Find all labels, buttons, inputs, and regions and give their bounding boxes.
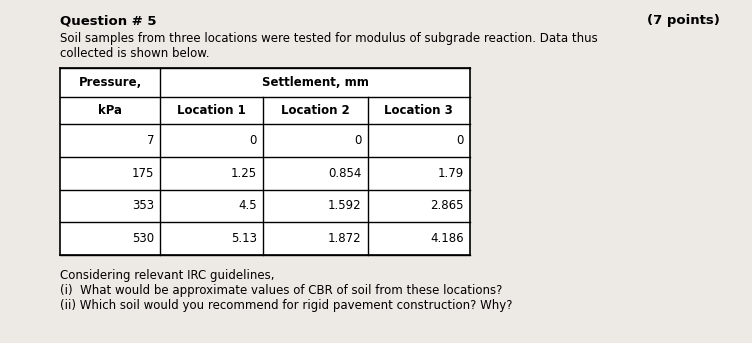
Text: 0.854: 0.854: [328, 167, 362, 180]
Text: Soil samples from three locations were tested for modulus of subgrade reaction. : Soil samples from three locations were t…: [60, 32, 598, 45]
Text: (i)  What would be approximate values of CBR of soil from these locations?: (i) What would be approximate values of …: [60, 284, 502, 297]
Text: Settlement, mm: Settlement, mm: [262, 76, 368, 89]
Text: 1.872: 1.872: [328, 232, 362, 245]
Text: 530: 530: [132, 232, 154, 245]
Text: 175: 175: [132, 167, 154, 180]
Text: Location 2: Location 2: [280, 104, 350, 117]
Text: 2.865: 2.865: [430, 199, 464, 212]
Text: Location 3: Location 3: [384, 104, 453, 117]
Text: collected is shown below.: collected is shown below.: [60, 47, 210, 60]
Text: 0: 0: [354, 134, 362, 147]
Text: (ii) Which soil would you recommend for rigid pavement construction? Why?: (ii) Which soil would you recommend for …: [60, 299, 513, 312]
Bar: [60, 68, 470, 255]
Text: Location 1: Location 1: [177, 104, 246, 117]
Text: (7 points): (7 points): [647, 14, 720, 27]
Text: 353: 353: [132, 199, 154, 212]
Text: 7: 7: [147, 134, 154, 147]
Text: 0: 0: [250, 134, 257, 147]
Text: Question # 5: Question # 5: [60, 14, 156, 27]
Text: 1.592: 1.592: [328, 199, 362, 212]
Text: kPa: kPa: [99, 104, 123, 117]
Text: 5.13: 5.13: [231, 232, 257, 245]
Text: 4.5: 4.5: [238, 199, 257, 212]
Text: 1.25: 1.25: [231, 167, 257, 180]
Text: 4.186: 4.186: [430, 232, 464, 245]
Text: 0: 0: [456, 134, 464, 147]
Text: Considering relevant IRC guidelines,: Considering relevant IRC guidelines,: [60, 269, 274, 282]
Text: 1.79: 1.79: [438, 167, 464, 180]
Text: Pressure,: Pressure,: [79, 76, 142, 89]
